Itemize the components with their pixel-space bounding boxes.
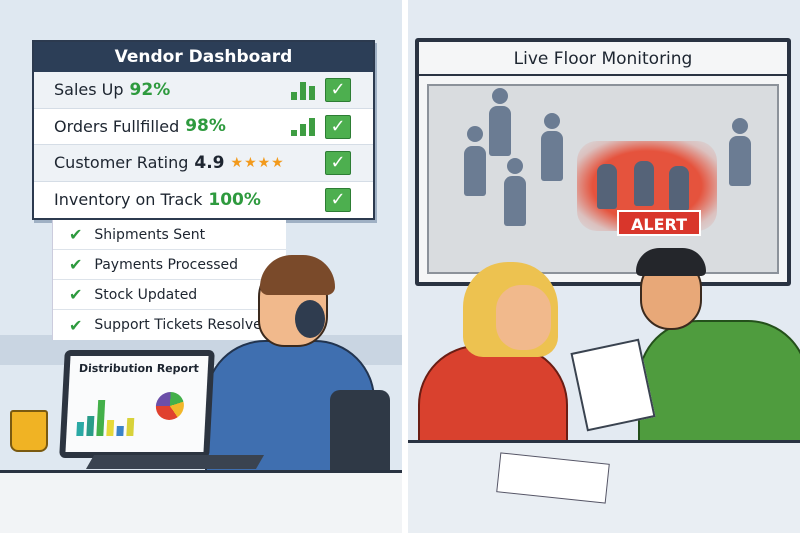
vendor-dashboard-card: Vendor Dashboard Sales Up 92% ✓ Orders F… <box>32 40 375 220</box>
worker-silhouette <box>597 164 617 209</box>
metric-label: Sales Up <box>54 80 124 100</box>
metric-label: Customer Rating <box>54 153 189 173</box>
worker-silhouette-head <box>492 88 508 104</box>
metric-row-sales: Sales Up 92% ✓ <box>34 72 373 109</box>
metric-value: 100% <box>208 189 261 210</box>
worker-silhouette <box>464 146 486 196</box>
worker-silhouette <box>634 161 654 206</box>
paper-document <box>570 338 656 432</box>
laptop: Distribution Report <box>59 350 215 458</box>
checklist-item: ✔ Stock Updated <box>53 280 286 310</box>
left-scene: Vendor Dashboard Sales Up 92% ✓ Orders F… <box>0 0 402 533</box>
checklist-item: ✔ Support Tickets Resolved <box>53 310 286 340</box>
monitor-title: Live Floor Monitoring <box>419 42 787 76</box>
woman-face <box>496 285 551 350</box>
checklist-item: ✔ Shipments Sent <box>53 220 286 250</box>
metric-value: 98% <box>185 116 226 137</box>
dashboard-title: Vendor Dashboard <box>34 42 373 72</box>
laptop-report-title: Distribution Report <box>78 362 200 375</box>
metric-row-rating: Customer Rating 4.9 ★★★★ ✓ <box>34 145 373 182</box>
worker-silhouette <box>489 106 511 156</box>
check-icon: ✓ <box>325 187 351 212</box>
check-icon: ✓ <box>325 151 351 175</box>
worker-silhouette-head <box>732 118 748 134</box>
checklist-label: Stock Updated <box>94 286 198 303</box>
man-hair <box>636 248 706 276</box>
checklist-label: Payments Processed <box>94 256 239 273</box>
metric-row-orders: Orders Fullfilled 98% ✓ <box>34 109 373 145</box>
star-rating: ★★★★ <box>230 154 285 171</box>
worker-silhouette <box>504 176 526 226</box>
worker-silhouette <box>729 136 751 186</box>
task-checklist: ✔ Shipments Sent ✔ Payments Processed ✔ Sto… <box>52 220 286 340</box>
checkmark-icon: ✔ <box>69 225 83 244</box>
worker-silhouette-head <box>544 113 560 129</box>
report-bar-chart <box>76 396 135 436</box>
metric-label: Orders Fullfilled <box>54 116 180 136</box>
bar-chart-icon <box>291 81 315 100</box>
worker-silhouette-head <box>467 126 483 142</box>
bar-chart-icon <box>291 118 315 136</box>
checklist-label: Support Tickets Resolved <box>94 317 271 333</box>
laptop-keyboard <box>85 455 265 469</box>
floor-plan: ALERT <box>427 84 779 274</box>
metric-value: 92% <box>129 79 171 100</box>
desk <box>0 470 402 533</box>
headset-icon <box>295 300 325 338</box>
worker-silhouette <box>541 131 563 181</box>
checkmark-icon: ✔ <box>69 315 83 335</box>
floor-monitor: Live Floor Monitoring ALERT <box>415 38 791 286</box>
check-icon: ✓ <box>325 78 351 102</box>
report-pie-chart <box>155 392 185 420</box>
panel-divider <box>402 0 408 533</box>
worker-silhouette-head <box>507 158 523 174</box>
check-icon: ✓ <box>325 114 351 139</box>
checkmark-icon: ✔ <box>69 255 83 274</box>
alert-badge: ALERT <box>617 210 701 236</box>
coffee-mug <box>10 410 48 452</box>
right-scene: Live Floor Monitoring ALERT <box>408 0 800 533</box>
checkmark-icon: ✔ <box>69 285 83 304</box>
worker-hair <box>260 255 335 295</box>
metric-label: Inventory on Track <box>54 190 203 210</box>
checklist-label: Shipments Sent <box>94 226 206 243</box>
metric-value: 4.9 <box>194 152 225 173</box>
worker-silhouette <box>669 166 689 211</box>
metric-row-inventory: Inventory on Track 100% ✓ <box>34 182 373 219</box>
checklist-item: ✔ Payments Processed <box>53 250 286 280</box>
